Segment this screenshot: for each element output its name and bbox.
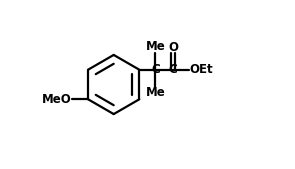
Text: C: C <box>169 63 177 76</box>
Text: Me: Me <box>145 40 165 53</box>
Text: OEt: OEt <box>190 63 213 76</box>
Text: C: C <box>151 63 160 76</box>
Text: MeO: MeO <box>42 93 71 106</box>
Text: Me: Me <box>145 86 165 99</box>
Text: O: O <box>168 41 178 54</box>
